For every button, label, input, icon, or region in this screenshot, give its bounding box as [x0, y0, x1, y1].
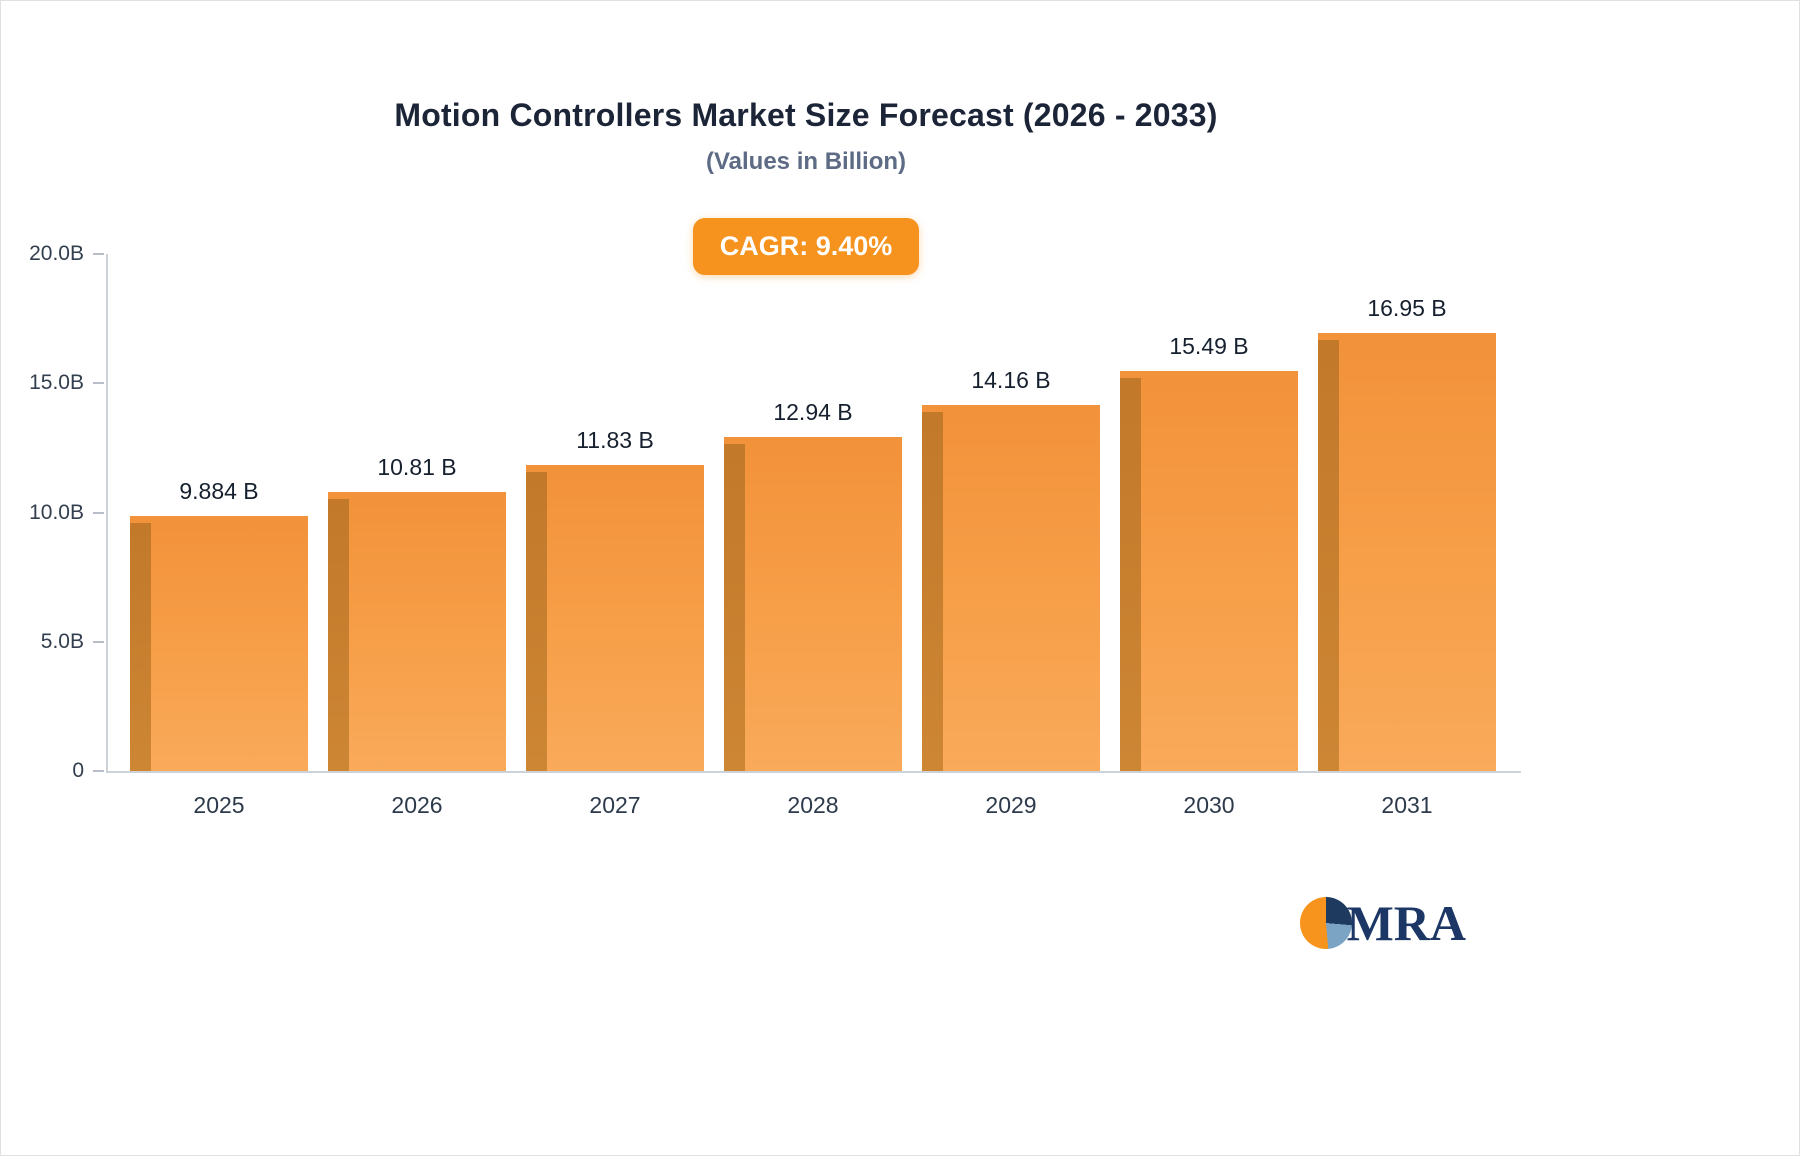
- bar-2026: 10.81 B: [328, 454, 506, 771]
- x-axis-label: 2026: [391, 792, 443, 818]
- y-tick-label: 15.0B: [29, 371, 84, 395]
- bar-2028: 12.94 B: [724, 399, 902, 771]
- bar-group: 12.94 B 2028: [724, 254, 902, 818]
- y-tick-label: 10.0B: [29, 500, 84, 524]
- bar-2027: 11.83 B: [526, 427, 704, 771]
- y-tick: 10.0B: [29, 501, 104, 525]
- bar-group: 9.884 B 2025: [130, 254, 308, 818]
- bar-value-label: 16.95 B: [1367, 294, 1447, 321]
- pie-chart-logo-icon: [1299, 897, 1352, 949]
- bar-value-label: 12.94 B: [773, 398, 853, 425]
- y-tick-mark: [93, 770, 104, 772]
- bar-value-label: 14.16 B: [971, 366, 1051, 393]
- y-axis: 20.0B 15.0B 10.0B 5.0B 0: [29, 242, 1521, 782]
- x-axis-label: 2029: [985, 792, 1037, 818]
- y-tick: 5.0B: [41, 630, 104, 654]
- bar-2025: 9.884 B: [130, 478, 308, 771]
- chart-header: Motion Controllers Market Size Forecast …: [1, 97, 1611, 275]
- bar-group: 16.95 B 2031: [1318, 254, 1496, 818]
- y-tick-mark: [93, 382, 104, 385]
- bar-2031: 16.95 B: [1318, 295, 1496, 771]
- bar-group: 15.49 B 2030: [1120, 254, 1298, 818]
- bars-container: 9.884 B 2025 10.81 B 2026 11.83 B 2027 12.94 B…: [108, 254, 1521, 818]
- x-axis-label: 2028: [787, 792, 839, 818]
- bar-2030: 15.49 B: [1120, 333, 1298, 771]
- bar-value-label: 10.81 B: [377, 453, 457, 480]
- bar-side-shade: [328, 498, 349, 771]
- y-tick: 20.0B: [29, 242, 104, 266]
- bar-value-label: 9.884 B: [179, 477, 259, 504]
- bar-group: 14.16 B 2029: [922, 254, 1100, 818]
- y-tick-label: 20.0B: [29, 242, 84, 265]
- y-tick-label: 0: [72, 759, 84, 782]
- bar-value-label: 15.49 B: [1169, 332, 1249, 359]
- x-axis-label: 2030: [1183, 792, 1235, 818]
- y-tick: 15.0B: [29, 371, 104, 395]
- bar-value-label: 11.83 B: [576, 427, 654, 454]
- bar-side-shade: [922, 411, 943, 771]
- x-axis-label: 2027: [589, 792, 641, 818]
- brand-logo: MRA: [1299, 894, 1466, 952]
- y-tick-mark: [93, 511, 104, 514]
- bar-group: 11.83 B 2027: [526, 254, 704, 818]
- bar-group: 10.81 B 2026: [328, 254, 506, 818]
- chart-title: Motion Controllers Market Size Forecast …: [394, 97, 1218, 133]
- bar-side-shade: [526, 472, 547, 771]
- x-axis-label: 2025: [193, 792, 245, 818]
- brand-logo-text: MRA: [1346, 895, 1466, 951]
- bar-2029: 14.16 B: [922, 367, 1100, 771]
- y-tick-label: 5.0B: [40, 629, 84, 653]
- y-tick: 0: [72, 759, 104, 783]
- chart-subtitle: (Values in Billion): [705, 148, 907, 175]
- bar-side-shade: [1318, 339, 1339, 771]
- cagr-badge: CAGR: 9.40%: [692, 218, 920, 275]
- y-tick-mark: [93, 640, 104, 643]
- bar-side-shade: [724, 443, 745, 771]
- bar-side-shade: [1120, 377, 1141, 771]
- x-axis-label: 2031: [1381, 792, 1433, 818]
- y-tick-mark: [93, 253, 104, 255]
- bar-side-shade: [130, 522, 151, 771]
